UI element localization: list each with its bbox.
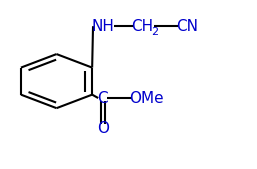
Text: NH: NH [91, 19, 114, 34]
Text: C: C [97, 91, 108, 105]
Text: CN: CN [177, 19, 199, 34]
Text: OMe: OMe [129, 91, 164, 105]
Text: 2: 2 [151, 27, 158, 37]
Text: O: O [97, 121, 109, 136]
Text: CH: CH [132, 19, 154, 34]
